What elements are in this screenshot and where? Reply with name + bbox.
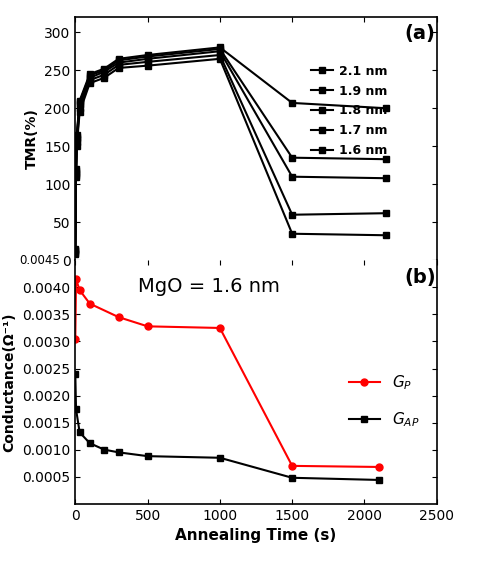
- $G_{AP}$: [101, 446, 107, 453]
- $G_P$: [216, 324, 222, 331]
- Line: $G_P$: $G_P$: [72, 276, 382, 470]
- $G_P$: [375, 464, 381, 470]
- Text: (b): (b): [403, 268, 435, 286]
- $G_{AP}$: [87, 440, 93, 447]
- $G_{AP}$: [115, 449, 121, 456]
- $G_P$: [144, 323, 150, 330]
- $G_{AP}$: [72, 371, 78, 378]
- Y-axis label: Conductance(Ω⁻¹): Conductance(Ω⁻¹): [3, 312, 17, 452]
- $G_P$: [87, 300, 93, 307]
- Y-axis label: TMR(%): TMR(%): [25, 108, 39, 169]
- $G_{AP}$: [73, 406, 79, 413]
- $G_P$: [72, 336, 78, 342]
- Legend: $G_P$, $G_{AP}$: $G_P$, $G_{AP}$: [342, 367, 425, 435]
- Line: $G_{AP}$: $G_{AP}$: [72, 371, 382, 483]
- Text: MgO = 1.6 nm: MgO = 1.6 nm: [138, 277, 280, 297]
- Text: (a): (a): [403, 24, 434, 43]
- Legend: 2.1 nm, 1.9 nm, 1.8 nm, 1.7 nm, 1.6 nm: 2.1 nm, 1.9 nm, 1.8 nm, 1.7 nm, 1.6 nm: [305, 60, 392, 162]
- X-axis label: Annealing Time (s): Annealing Time (s): [175, 528, 336, 543]
- Text: 0.0045: 0.0045: [19, 254, 60, 267]
- $G_{AP}$: [144, 453, 150, 460]
- $G_P$: [289, 462, 295, 469]
- $G_{AP}$: [375, 477, 381, 483]
- $G_{AP}$: [77, 429, 83, 436]
- $G_P$: [73, 276, 79, 282]
- $G_{AP}$: [289, 474, 295, 481]
- $G_P$: [77, 287, 83, 294]
- $G_P$: [115, 314, 121, 320]
- $G_{AP}$: [216, 454, 222, 461]
